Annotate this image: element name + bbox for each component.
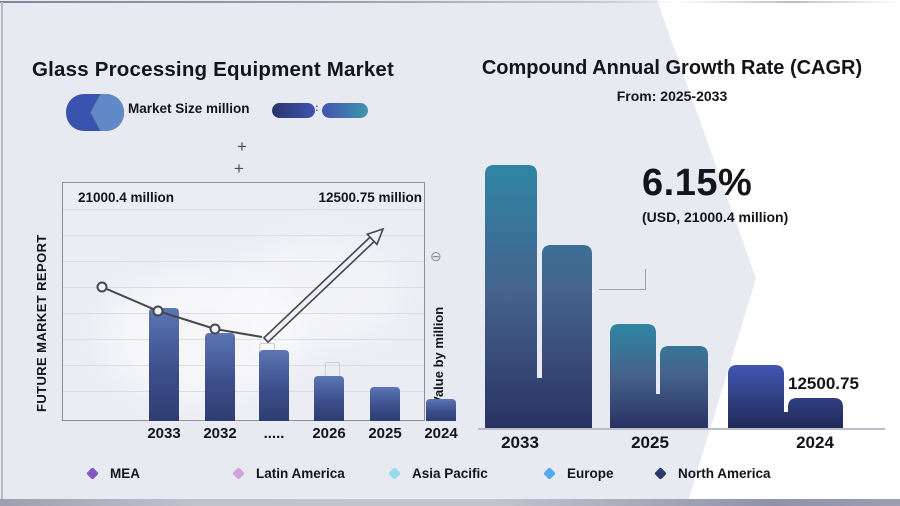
gridline: [63, 339, 424, 340]
cagr-subtitle: From: 2025-2033: [616, 88, 728, 104]
page-title: Glass Processing Equipment Market: [32, 58, 395, 81]
value-by-million-axis-label: Value by million: [431, 306, 446, 406]
trend-line-and-arrow: [96, 227, 385, 344]
end-value-label: 12500.75 million: [318, 190, 422, 205]
legend-item-mea: MEA: [86, 464, 140, 482]
future-market-report-label: FUTURE MARKET REPORT: [34, 234, 49, 412]
plus-decoration-top: +: [237, 137, 247, 156]
x-label-2033: 2033: [147, 425, 181, 442]
market-bar-.....: [259, 350, 289, 421]
x-label-2032: 2032: [203, 425, 237, 442]
gridline: [63, 365, 424, 366]
ratio-pill-right-icon: [322, 103, 368, 118]
gridline: [63, 391, 424, 392]
cagr-x-label-2024: 2024: [796, 433, 834, 452]
legend-item-asia-pacific: Asia Pacific: [388, 464, 488, 482]
x-label-.....: .....: [263, 425, 285, 442]
cagr-x-label-2025: 2025: [631, 433, 669, 452]
legend-diamond-icon: [543, 466, 556, 480]
legend-label: Asia Pacific: [412, 465, 488, 481]
bottom-border-bar: [0, 499, 900, 506]
left-border-line: [1, 2, 3, 499]
corner-bracket-decoration: [599, 269, 646, 290]
market-bar-2026: [314, 376, 344, 421]
cagr-bar-group-2024: [728, 365, 843, 428]
cagr-note: (USD, 21000.4 million): [642, 209, 789, 225]
gridline: [63, 261, 424, 262]
legend-diamond-icon: [654, 466, 667, 480]
cagr-bar-group-2033: [485, 165, 592, 428]
market-bar-2025: [370, 387, 400, 421]
circle-minus-icon: ⊖: [430, 248, 442, 264]
market-size-cylinder-icon: [66, 94, 124, 131]
cagr-value: 6.15%: [642, 162, 753, 204]
cagr-title: Compound Annual Growth Rate (CAGR): [481, 57, 863, 79]
callout-value-label: 12500.75: [788, 374, 859, 393]
plus-decoration-bottom: +: [234, 159, 244, 178]
ratio-colon: :: [315, 102, 319, 114]
market-bar-2024: [426, 399, 456, 421]
legend-diamond-icon: [232, 466, 245, 480]
legend-diamond-icon: [388, 466, 401, 480]
gridline: [63, 313, 424, 314]
cagr-bar-group-2025: [610, 324, 708, 428]
legend-label: North America: [678, 465, 771, 481]
legend-item-latin-america: Latin America: [232, 464, 345, 482]
gridline: [63, 235, 424, 236]
market-bar-2033: [149, 308, 179, 421]
gridline: [63, 287, 424, 288]
cagr-x-label-2033: 2033: [501, 433, 539, 452]
legend-item-north-america: North America: [654, 464, 771, 482]
legend-label: Latin America: [256, 465, 345, 481]
legend-label: MEA: [110, 465, 140, 481]
ratio-pill-left-icon: [272, 103, 315, 118]
x-label-2025: 2025: [368, 425, 402, 442]
gridline: [63, 209, 424, 210]
top-border-line: [0, 1, 900, 3]
legend-diamond-icon: [86, 466, 99, 480]
x-label-2026: 2026: [312, 425, 346, 442]
market-bar-2032: [205, 333, 235, 421]
x-label-2024: 2024: [424, 425, 458, 442]
cagr-bar-chart: [478, 165, 885, 430]
legend-label: Europe: [567, 465, 614, 481]
start-value-label: 21000.4 million: [78, 190, 175, 205]
legend-item-europe: Europe: [543, 464, 614, 482]
market-size-label: Market Size million: [128, 101, 250, 116]
cylinder-highlight: [90, 94, 124, 131]
